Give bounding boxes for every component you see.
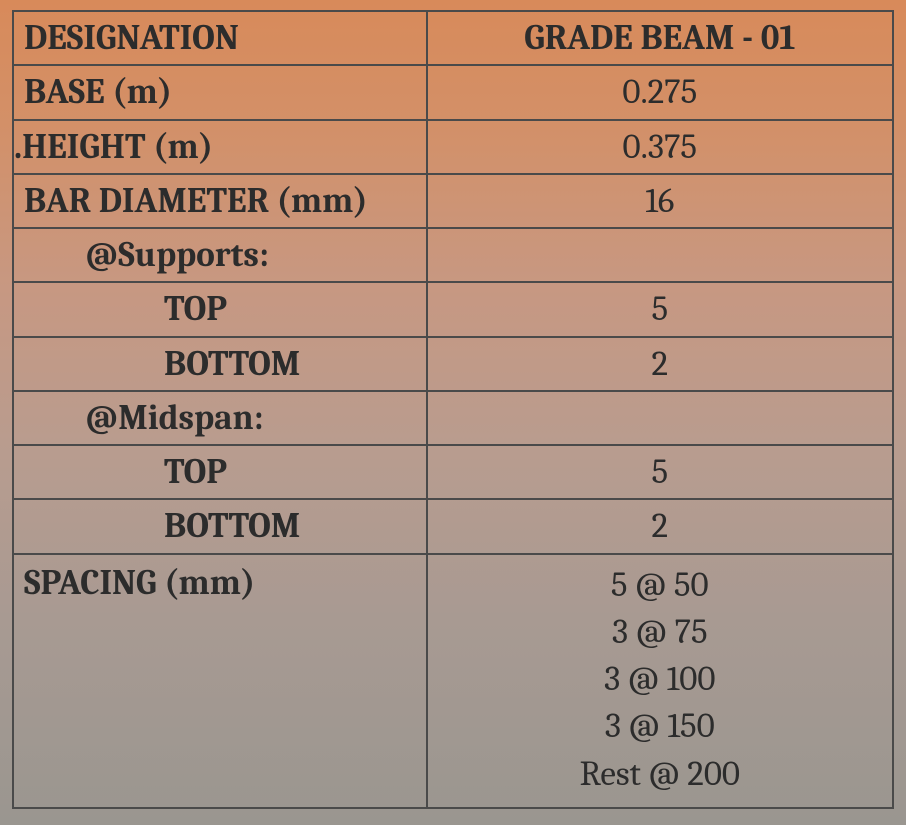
table-header-row: DESIGNATION GRADE BEAM - 01 xyxy=(13,11,893,65)
value-midspan-top: 5 xyxy=(428,446,892,498)
label-base: BASE (m) xyxy=(14,66,426,118)
spacing-line: 3 @ 75 xyxy=(428,608,892,655)
row-bar-diameter: BAR DIAMETER (mm) 16 xyxy=(13,174,893,228)
row-supports-header: @Supports: xyxy=(13,228,893,282)
label-height-text: HEIGHT (m) xyxy=(22,126,213,167)
value-midspan-bottom: 2 xyxy=(428,500,892,552)
value-bar-diameter: 16 xyxy=(428,175,892,227)
label-supports: @Supports: xyxy=(14,229,426,281)
label-bar-diameter: BAR DIAMETER (mm) xyxy=(14,175,426,227)
header-designation: DESIGNATION xyxy=(14,12,426,64)
row-midspan-top: TOP 5 xyxy=(13,445,893,499)
spacing-line: 5 @ 50 xyxy=(428,561,892,608)
value-spacing: 5 @ 50 3 @ 75 3 @ 100 3 @ 150 Rest @ 200 xyxy=(428,555,892,807)
row-midspan-header: @Midspan: xyxy=(13,391,893,445)
label-spacing: SPACING (mm) xyxy=(14,555,426,609)
value-base: 0.275 xyxy=(428,66,892,118)
value-midspan-empty xyxy=(428,412,892,424)
label-height: .HEIGHT (m) xyxy=(14,121,426,173)
row-supports-top: TOP 5 xyxy=(13,282,893,336)
label-midspan-top: TOP xyxy=(14,446,426,498)
label-supports-bottom: BOTTOM xyxy=(14,338,426,390)
label-midspan-bottom: BOTTOM xyxy=(14,500,426,552)
row-height: .HEIGHT (m) 0.375 xyxy=(13,120,893,174)
label-supports-top: TOP xyxy=(14,283,426,335)
dot-prefix: . xyxy=(14,126,22,167)
value-supports-bottom: 2 xyxy=(428,338,892,390)
row-midspan-bottom: BOTTOM 2 xyxy=(13,499,893,553)
grade-beam-spec-table: DESIGNATION GRADE BEAM - 01 BASE (m) 0.2… xyxy=(12,10,894,809)
value-height: 0.375 xyxy=(428,121,892,173)
label-midspan: @Midspan: xyxy=(14,392,426,444)
spacing-line: 3 @ 100 xyxy=(428,655,892,702)
row-base: BASE (m) 0.275 xyxy=(13,65,893,119)
spacing-line: Rest @ 200 xyxy=(428,750,892,797)
header-grade-beam: GRADE BEAM - 01 xyxy=(428,12,892,64)
value-supports-empty xyxy=(428,249,892,261)
row-supports-bottom: BOTTOM 2 xyxy=(13,337,893,391)
value-supports-top: 5 xyxy=(428,283,892,335)
row-spacing: SPACING (mm) 5 @ 50 3 @ 75 3 @ 100 3 @ 1… xyxy=(13,554,893,808)
spacing-line: 3 @ 150 xyxy=(428,702,892,749)
